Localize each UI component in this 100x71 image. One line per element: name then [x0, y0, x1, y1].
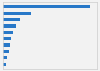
Bar [3, 12, 31, 15]
Bar [3, 18, 20, 21]
Bar [3, 56, 7, 59]
Bar [3, 50, 9, 53]
Bar [3, 5, 90, 9]
Bar [3, 62, 6, 66]
Bar [3, 43, 10, 47]
Bar [3, 24, 16, 28]
Bar [3, 37, 11, 40]
Bar [3, 31, 13, 34]
